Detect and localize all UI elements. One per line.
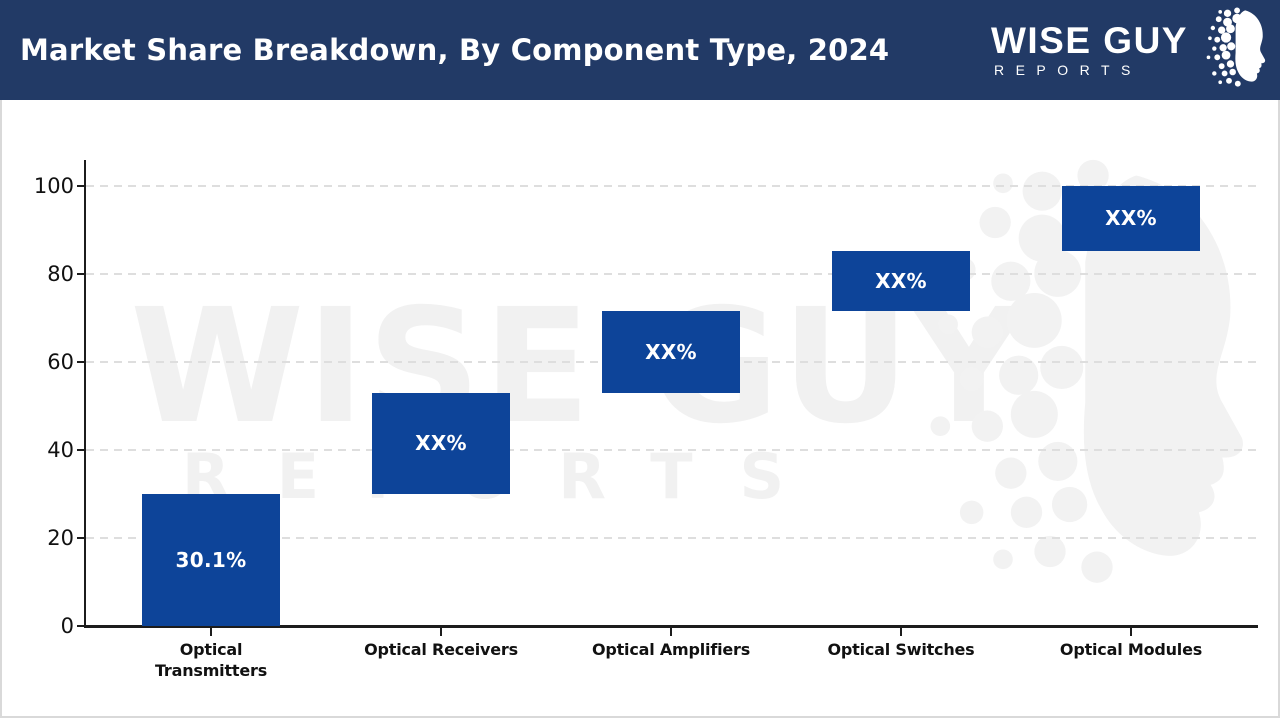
y-tick-label: 20 bbox=[47, 526, 74, 550]
x-axis-line bbox=[84, 625, 1258, 628]
y-tick-label: 60 bbox=[47, 350, 74, 374]
bar-optical-modules: XX% bbox=[1062, 186, 1200, 251]
wiseguy-logo: WISE GUY REPORTS bbox=[991, 6, 1266, 94]
bar-value-label: XX% bbox=[875, 268, 927, 293]
x-axis-label-2: Optical Amplifiers bbox=[591, 640, 751, 659]
gridline-100 bbox=[86, 185, 1258, 187]
logo-wordmark: WISE GUY bbox=[990, 20, 1188, 61]
y-tick-20 bbox=[77, 537, 85, 539]
page-title: Market Share Breakdown, By Component Typ… bbox=[20, 33, 890, 67]
y-tick-100 bbox=[77, 185, 85, 187]
bar-value-label: 30.1% bbox=[175, 547, 247, 572]
bar-optical-amplifiers: XX% bbox=[602, 310, 740, 393]
x-tick-0 bbox=[210, 628, 212, 636]
y-tick-60 bbox=[77, 361, 85, 363]
x-tick-1 bbox=[440, 628, 442, 636]
x-axis-label-0: Optical Transmitters bbox=[154, 640, 268, 681]
gridline-80 bbox=[86, 273, 1258, 275]
bar-optical-receivers: XX% bbox=[372, 392, 510, 494]
bar-value-label: XX% bbox=[1105, 206, 1157, 231]
y-tick-0 bbox=[77, 625, 85, 627]
y-tick-label: 100 bbox=[33, 174, 74, 198]
gridline-20 bbox=[86, 537, 1258, 539]
y-axis-line bbox=[84, 160, 86, 627]
y-tick-label: 80 bbox=[47, 262, 74, 286]
x-axis-label-1: Optical Receivers bbox=[364, 640, 518, 659]
y-tick-80 bbox=[77, 273, 85, 275]
y-tick-label: 0 bbox=[60, 614, 74, 638]
header: Market Share Breakdown, By Component Typ… bbox=[0, 0, 1280, 100]
y-tick-label: 40 bbox=[47, 438, 74, 462]
bar-optical-switches: XX% bbox=[832, 250, 970, 311]
x-axis-label-4: Optical Modules bbox=[1059, 640, 1203, 659]
x-tick-3 bbox=[900, 628, 902, 636]
y-tick-40 bbox=[77, 449, 85, 451]
x-tick-2 bbox=[670, 628, 672, 636]
gridline-40 bbox=[86, 449, 1258, 451]
bar-value-label: XX% bbox=[415, 431, 467, 456]
x-tick-4 bbox=[1130, 628, 1132, 636]
bar-optical-transmitters: 30.1% bbox=[142, 493, 280, 626]
logo-subtext: REPORTS bbox=[993, 62, 1142, 78]
x-axis-label-3: Optical Switches bbox=[827, 640, 975, 659]
bar-value-label: XX% bbox=[645, 339, 697, 364]
logo-text: WISE GUY REPORTS bbox=[990, 20, 1188, 79]
